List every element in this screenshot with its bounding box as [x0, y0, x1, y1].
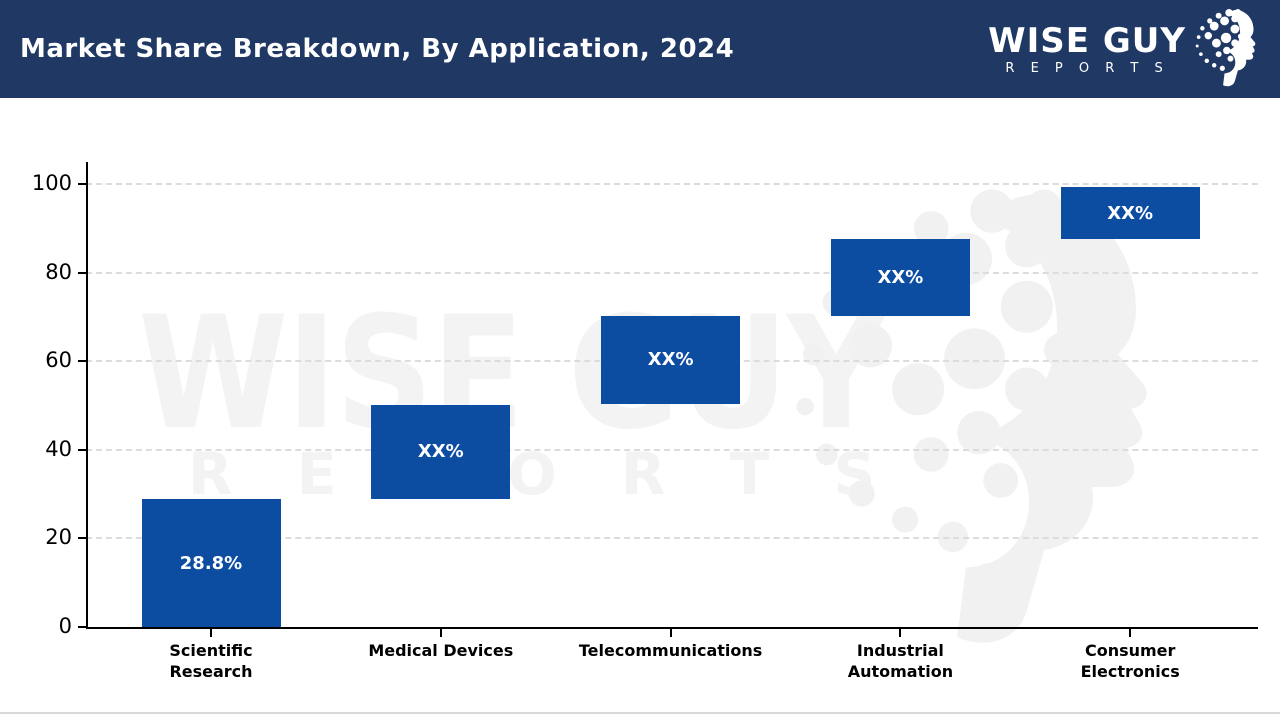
bar-value-label: XX%: [647, 349, 694, 371]
bar-value-label: XX%: [877, 266, 924, 288]
bar-segment: XX%: [371, 404, 511, 499]
bar-segment: 28.8%: [141, 499, 281, 627]
x-tick: [1129, 629, 1132, 637]
bar-value-label: 28.8%: [179, 552, 243, 574]
bar-value-label: XX%: [417, 441, 464, 463]
x-tick: [439, 629, 442, 637]
x-category-label: Industrial Automation: [847, 641, 954, 681]
y-tick-label: 20: [45, 525, 72, 550]
y-tick-40: [78, 448, 86, 451]
gridline-20: [86, 537, 1258, 540]
y-tick-80: [78, 271, 86, 274]
wiseguy-logo-text: WISE GUY R E P O R T S: [988, 23, 1186, 78]
y-tick-label: 0: [58, 614, 72, 638]
bar-segment: XX%: [601, 315, 741, 404]
y-tick-label: 40: [45, 436, 72, 461]
logo-wordmark: WISE GUY: [988, 20, 1186, 61]
bar-segment: XX%: [1060, 187, 1200, 239]
bottom-divider: [0, 712, 1280, 714]
y-tick-0: [78, 626, 86, 628]
gridline-40: [86, 448, 1258, 451]
y-tick-100: [78, 183, 86, 185]
x-category-label: Scientific Research: [169, 641, 253, 681]
wiseguy-logo: WISE GUY R E P O R T S: [988, 3, 1266, 95]
x-tick: [899, 629, 902, 637]
x-category-label: Consumer Electronics: [1080, 641, 1180, 681]
page-title: Market Share Breakdown, By Application, …: [20, 34, 735, 64]
y-tick-label: 100: [31, 171, 72, 195]
logo-subtitle: R E P O R T S: [1005, 60, 1169, 76]
bar-segment: XX%: [830, 238, 970, 316]
bar-value-label: XX%: [1107, 202, 1154, 224]
x-tick: [210, 629, 212, 637]
y-tick-60: [78, 360, 86, 363]
header-bar: Market Share Breakdown, By Application, …: [0, 0, 1280, 98]
x-category-label: Medical Devices: [368, 641, 514, 660]
x-axis-line: [86, 627, 1258, 629]
x-category-label: Telecommunications: [578, 641, 763, 660]
x-tick: [669, 629, 672, 637]
y-tick-20: [78, 537, 86, 540]
y-tick-label: 60: [45, 348, 72, 373]
gridline-80: [86, 271, 1258, 274]
gridline-100: [86, 183, 1258, 185]
y-axis-line: [86, 161, 88, 629]
y-tick-label: 80: [45, 259, 72, 284]
